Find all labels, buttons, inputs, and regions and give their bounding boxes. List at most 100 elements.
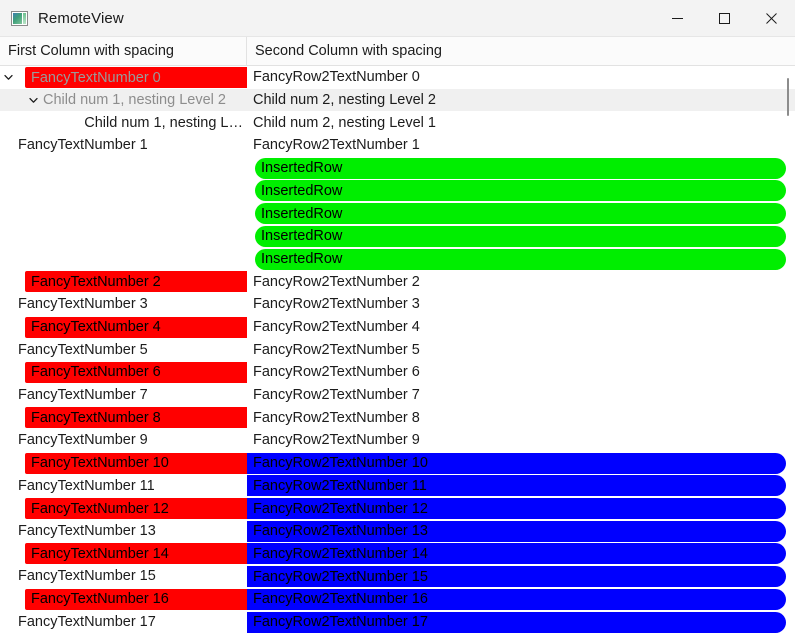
- table-row[interactable]: FancyTextNumber 9 FancyRow2TextNumber 9: [0, 429, 795, 452]
- cell-second-column[interactable]: FancyRow2TextNumber 13: [247, 520, 795, 543]
- table-row[interactable]: FancyTextNumber 5 FancyRow2TextNumber 5: [0, 338, 795, 361]
- cell-second-column[interactable]: InsertedRow: [247, 225, 795, 248]
- cell-highlight-green[interactable]: InsertedRow: [255, 225, 786, 247]
- cell-first-column[interactable]: FancyTextNumber 8: [0, 406, 247, 429]
- cell-highlight-green[interactable]: InsertedRow: [255, 180, 786, 202]
- cell-highlight-red[interactable]: FancyTextNumber 12: [25, 498, 247, 520]
- table-row[interactable]: FancyTextNumber 13 FancyRow2TextNumber 13: [0, 520, 795, 543]
- cell-first-column[interactable]: [0, 202, 247, 225]
- table-row[interactable]: FancyTextNumber 16 FancyRow2TextNumber 16: [0, 588, 795, 611]
- cell-first-column[interactable]: FancyTextNumber 15: [0, 565, 247, 588]
- cell-first-column[interactable]: FancyTextNumber 5: [0, 338, 247, 361]
- cell-second-column[interactable]: FancyRow2TextNumber 5: [247, 338, 795, 361]
- cell-second-column[interactable]: InsertedRow: [247, 202, 795, 225]
- column-header-first[interactable]: First Column with spacing: [0, 37, 247, 65]
- cell-second-column[interactable]: FancyRow2TextNumber 15: [247, 565, 795, 588]
- table-row[interactable]: InsertedRow: [0, 248, 795, 271]
- cell-first-column[interactable]: [0, 157, 247, 180]
- cell-highlight-green[interactable]: InsertedRow: [255, 203, 786, 225]
- cell-second-column[interactable]: FancyRow2TextNumber 10: [247, 452, 795, 475]
- cell-highlight-red[interactable]: FancyTextNumber 14: [25, 543, 247, 565]
- table-row[interactable]: FancyTextNumber 15 FancyRow2TextNumber 15: [0, 565, 795, 588]
- cell-second-column[interactable]: InsertedRow: [247, 157, 795, 180]
- column-splitter[interactable]: [247, 66, 248, 634]
- cell-highlight-red[interactable]: FancyTextNumber 16: [25, 588, 247, 610]
- cell-highlight-red[interactable]: FancyTextNumber 6: [25, 361, 247, 383]
- table-row[interactable]: FancyTextNumber 7 FancyRow2TextNumber 7: [0, 384, 795, 407]
- cell-second-column[interactable]: FancyRow2TextNumber 16: [247, 588, 795, 611]
- cell-second-column[interactable]: FancyRow2TextNumber 9: [247, 429, 795, 452]
- table-row[interactable]: FancyTextNumber 6 FancyRow2TextNumber 6: [0, 361, 795, 384]
- table-row[interactable]: FancyTextNumber 17 FancyRow2TextNumber 17: [0, 611, 795, 634]
- cell-second-column[interactable]: FancyRow2TextNumber 3: [247, 293, 795, 316]
- cell-first-column[interactable]: FancyTextNumber 7: [0, 384, 247, 407]
- cell-highlight-green[interactable]: InsertedRow: [255, 157, 786, 179]
- table-row[interactable]: FancyTextNumber 14 FancyRow2TextNumber 14: [0, 542, 795, 565]
- cell-second-column[interactable]: FancyRow2TextNumber 7: [247, 384, 795, 407]
- cell-highlight-blue[interactable]: FancyRow2TextNumber 14: [247, 543, 786, 565]
- vertical-scrollbar-thumb[interactable]: [787, 78, 789, 116]
- cell-highlight-blue[interactable]: FancyRow2TextNumber 10: [247, 452, 786, 474]
- table-row[interactable]: FancyTextNumber 10 FancyRow2TextNumber 10: [0, 452, 795, 475]
- cell-first-column[interactable]: FancyTextNumber 10: [0, 452, 247, 475]
- table-row[interactable]: FancyTextNumber 8 FancyRow2TextNumber 8: [0, 406, 795, 429]
- cell-first-column[interactable]: FancyTextNumber 1: [0, 134, 247, 157]
- cell-highlight-blue[interactable]: FancyRow2TextNumber 15: [247, 566, 786, 588]
- table-row[interactable]: FancyTextNumber 0 FancyRow2TextNumber 0: [0, 66, 795, 89]
- cell-highlight-blue[interactable]: FancyRow2TextNumber 11: [247, 475, 786, 497]
- table-row[interactable]: FancyTextNumber 2 FancyRow2TextNumber 2: [0, 270, 795, 293]
- cell-second-column[interactable]: FancyRow2TextNumber 1: [247, 134, 795, 157]
- table-row[interactable]: InsertedRow: [0, 202, 795, 225]
- table-row[interactable]: Child num 1, nesting Level 2 Child num 2,…: [0, 88, 795, 112]
- table-row[interactable]: Child num 1, nesting L… Child num 2, nest…: [0, 111, 795, 134]
- cell-second-column[interactable]: Child num 2, nesting Level 1: [247, 111, 795, 134]
- cell-second-column[interactable]: FancyRow2TextNumber 17: [247, 611, 795, 634]
- table-row[interactable]: FancyTextNumber 1 FancyRow2TextNumber 1: [0, 134, 795, 157]
- tree-grid-body[interactable]: FancyTextNumber 0 FancyRow2TextNumber 0 Ch…: [0, 66, 795, 634]
- table-row[interactable]: FancyTextNumber 12 FancyRow2TextNumber 12: [0, 497, 795, 520]
- cell-first-column[interactable]: FancyTextNumber 0: [0, 66, 247, 89]
- table-row[interactable]: InsertedRow: [0, 157, 795, 180]
- cell-second-column[interactable]: FancyRow2TextNumber 11: [247, 474, 795, 497]
- cell-first-column[interactable]: FancyTextNumber 18: [0, 633, 247, 634]
- cell-highlight-blue[interactable]: FancyRow2TextNumber 12: [247, 498, 786, 520]
- cell-first-column[interactable]: [0, 248, 247, 271]
- cell-first-column[interactable]: FancyTextNumber 17: [0, 611, 247, 634]
- cell-highlight-red[interactable]: FancyTextNumber 8: [25, 407, 247, 429]
- vertical-scrollbar[interactable]: [781, 66, 793, 634]
- close-button[interactable]: [748, 0, 795, 37]
- cell-first-column[interactable]: [0, 225, 247, 248]
- cell-first-column[interactable]: FancyTextNumber 4: [0, 316, 247, 339]
- cell-first-column[interactable]: FancyTextNumber 9: [0, 429, 247, 452]
- cell-first-column[interactable]: FancyTextNumber 6: [0, 361, 247, 384]
- cell-highlight-blue[interactable]: FancyRow2TextNumber 17: [247, 611, 786, 633]
- cell-second-column[interactable]: FancyRow2TextNumber 2: [247, 270, 795, 293]
- cell-second-column[interactable]: InsertedRow: [247, 179, 795, 202]
- cell-first-column[interactable]: [0, 179, 247, 202]
- cell-second-column[interactable]: FancyRow2TextNumber 8: [247, 406, 795, 429]
- table-row[interactable]: InsertedRow: [0, 225, 795, 248]
- cell-second-column[interactable]: InsertedRow: [247, 248, 795, 271]
- row-expander-1[interactable]: [25, 89, 41, 112]
- row-expander-0[interactable]: [0, 66, 16, 89]
- cell-second-column[interactable]: FancyRow2TextNumber 4: [247, 316, 795, 339]
- cell-second-column[interactable]: FancyRow2TextNumber 0: [247, 66, 795, 89]
- cell-first-column[interactable]: FancyTextNumber 14: [0, 542, 247, 565]
- cell-first-column[interactable]: FancyTextNumber 13: [0, 520, 247, 543]
- table-row[interactable]: FancyTextNumber 11 FancyRow2TextNumber 11: [0, 474, 795, 497]
- cell-second-column[interactable]: FancyRow2TextNumber 14: [247, 542, 795, 565]
- cell-first-column[interactable]: FancyTextNumber 3: [0, 293, 247, 316]
- cell-highlight-blue[interactable]: FancyRow2TextNumber 16: [247, 588, 786, 610]
- cell-first-column[interactable]: Child num 1, nesting L…: [0, 111, 247, 134]
- table-row[interactable]: FancyTextNumber 18FancyRow2TextNumber 18: [0, 633, 795, 634]
- cell-first-column[interactable]: FancyTextNumber 16: [0, 588, 247, 611]
- cell-first-column[interactable]: Child num 1, nesting Level 2: [0, 89, 247, 112]
- cell-highlight-green[interactable]: InsertedRow: [255, 248, 786, 270]
- cell-highlight-red[interactable]: FancyTextNumber 4: [25, 316, 247, 338]
- column-header-second[interactable]: Second Column with spacing: [255, 43, 442, 59]
- cell-highlight-blue[interactable]: FancyRow2TextNumber 13: [247, 520, 786, 542]
- cell-highlight-red[interactable]: FancyTextNumber 10: [25, 452, 247, 474]
- cell-second-column[interactable]: FancyRow2TextNumber 12: [247, 497, 795, 520]
- cell-second-column[interactable]: FancyRow2TextNumber 18: [247, 633, 795, 634]
- cell-first-column[interactable]: FancyTextNumber 12: [0, 497, 247, 520]
